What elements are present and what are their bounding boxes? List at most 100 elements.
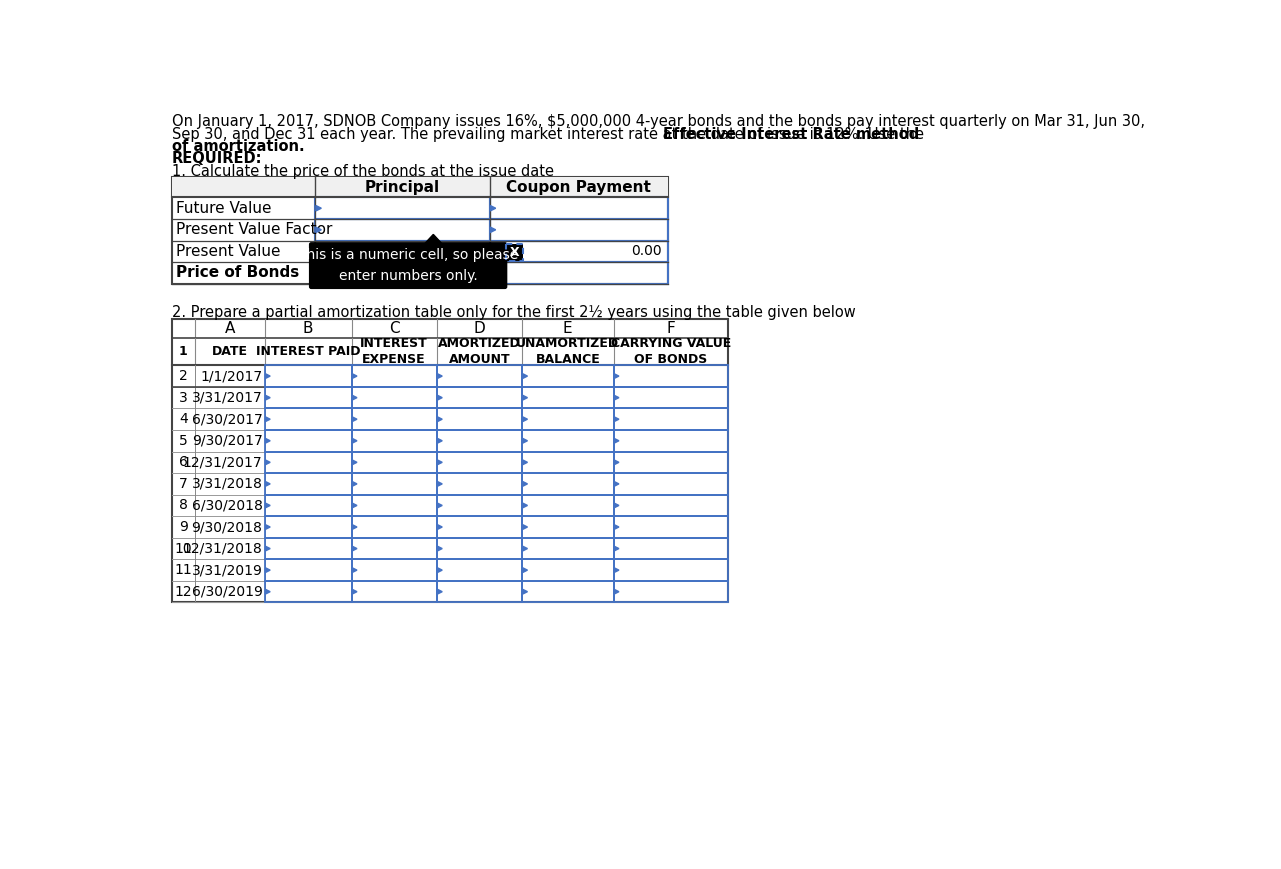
Bar <box>351 580 437 602</box>
Polygon shape <box>352 481 357 486</box>
Text: 10: 10 <box>174 541 192 555</box>
Polygon shape <box>316 270 322 275</box>
Bar <box>523 452 614 473</box>
Polygon shape <box>523 481 528 486</box>
Text: 0.00: 0.00 <box>632 244 661 258</box>
Text: Present Value Factor: Present Value Factor <box>175 222 332 237</box>
Text: Principal: Principal <box>365 180 439 195</box>
Bar <box>351 538 437 560</box>
Text: 11: 11 <box>174 563 192 577</box>
Text: 2: 2 <box>179 369 188 383</box>
Bar <box>489 219 667 241</box>
Text: A: A <box>224 321 234 335</box>
Bar <box>614 494 728 516</box>
Bar <box>523 365 614 387</box>
Polygon shape <box>438 395 442 400</box>
Bar <box>614 387 728 408</box>
Bar <box>523 473 614 494</box>
Polygon shape <box>438 525 442 529</box>
Text: Price of Bonds: Price of Bonds <box>175 265 298 281</box>
Polygon shape <box>523 547 528 551</box>
Polygon shape <box>438 417 442 421</box>
Bar <box>614 430 728 452</box>
Text: of amortization.: of amortization. <box>172 139 305 154</box>
Text: 6/30/2019: 6/30/2019 <box>192 585 263 599</box>
Bar <box>265 365 351 387</box>
Polygon shape <box>265 439 270 443</box>
Polygon shape <box>265 589 270 594</box>
Polygon shape <box>615 525 619 529</box>
Polygon shape <box>523 503 528 507</box>
Bar <box>351 365 437 387</box>
Polygon shape <box>615 417 619 421</box>
Text: 3/31/2018: 3/31/2018 <box>192 477 263 491</box>
Text: B: B <box>302 321 314 335</box>
Polygon shape <box>352 460 357 465</box>
Bar <box>265 430 351 452</box>
Bar <box>265 538 351 560</box>
Text: Future Value: Future Value <box>175 201 272 216</box>
Bar <box>437 580 523 602</box>
Bar <box>351 452 437 473</box>
Bar <box>489 262 667 283</box>
Polygon shape <box>491 270 496 275</box>
Bar <box>489 241 667 262</box>
Text: CARRYING VALUE
OF BONDS: CARRYING VALUE OF BONDS <box>611 337 731 366</box>
Polygon shape <box>615 439 619 443</box>
Polygon shape <box>438 547 442 551</box>
Bar <box>437 560 523 580</box>
Polygon shape <box>438 439 442 443</box>
Text: Present Value: Present Value <box>175 244 281 259</box>
Text: On January 1, 2017, SDNOB Company issues 16%, $5,000,000 4-year bonds and the bo: On January 1, 2017, SDNOB Company issues… <box>172 115 1145 129</box>
Bar <box>614 408 728 430</box>
Text: 8: 8 <box>179 499 188 513</box>
Bar <box>523 387 614 408</box>
Bar <box>523 516 614 538</box>
Polygon shape <box>523 395 528 400</box>
Bar <box>265 387 351 408</box>
Polygon shape <box>352 525 357 529</box>
Polygon shape <box>523 374 528 378</box>
Bar <box>351 408 437 430</box>
Bar <box>437 430 523 452</box>
Bar <box>437 408 523 430</box>
Text: INTEREST
EXPENSE: INTEREST EXPENSE <box>360 337 428 366</box>
Text: 4: 4 <box>179 412 188 426</box>
Bar <box>614 473 728 494</box>
Polygon shape <box>438 374 442 378</box>
Bar <box>265 452 351 473</box>
Text: AMORTIZED
AMOUNT: AMORTIZED AMOUNT <box>438 337 521 366</box>
Bar <box>523 408 614 430</box>
Bar <box>172 319 728 602</box>
Text: 9: 9 <box>179 520 188 534</box>
Polygon shape <box>265 417 270 421</box>
Bar <box>351 430 437 452</box>
Bar <box>265 580 351 602</box>
Bar <box>437 516 523 538</box>
Polygon shape <box>615 374 619 378</box>
Text: 6/30/2018: 6/30/2018 <box>192 499 263 513</box>
Bar <box>351 494 437 516</box>
Polygon shape <box>316 206 322 211</box>
Polygon shape <box>523 417 528 421</box>
Polygon shape <box>265 460 270 465</box>
Polygon shape <box>523 460 528 465</box>
Text: This is a numeric cell, so please
enter numbers only.: This is a numeric cell, so please enter … <box>298 249 519 283</box>
Text: 1. Calculate the price of the bonds at the issue date: 1. Calculate the price of the bonds at t… <box>172 163 553 178</box>
Polygon shape <box>438 503 442 507</box>
Polygon shape <box>352 374 357 378</box>
Text: X: X <box>510 247 519 259</box>
Polygon shape <box>316 249 322 254</box>
Text: Coupon Payment: Coupon Payment <box>506 180 651 195</box>
Bar <box>437 538 523 560</box>
Text: F: F <box>666 321 675 335</box>
Text: 12/31/2018: 12/31/2018 <box>183 541 263 555</box>
Polygon shape <box>265 481 270 486</box>
Polygon shape <box>265 525 270 529</box>
Polygon shape <box>352 439 357 443</box>
Text: 6/30/2017: 6/30/2017 <box>192 412 263 426</box>
Text: DATE: DATE <box>211 345 249 358</box>
Polygon shape <box>352 547 357 551</box>
Bar <box>265 560 351 580</box>
Polygon shape <box>265 374 270 378</box>
